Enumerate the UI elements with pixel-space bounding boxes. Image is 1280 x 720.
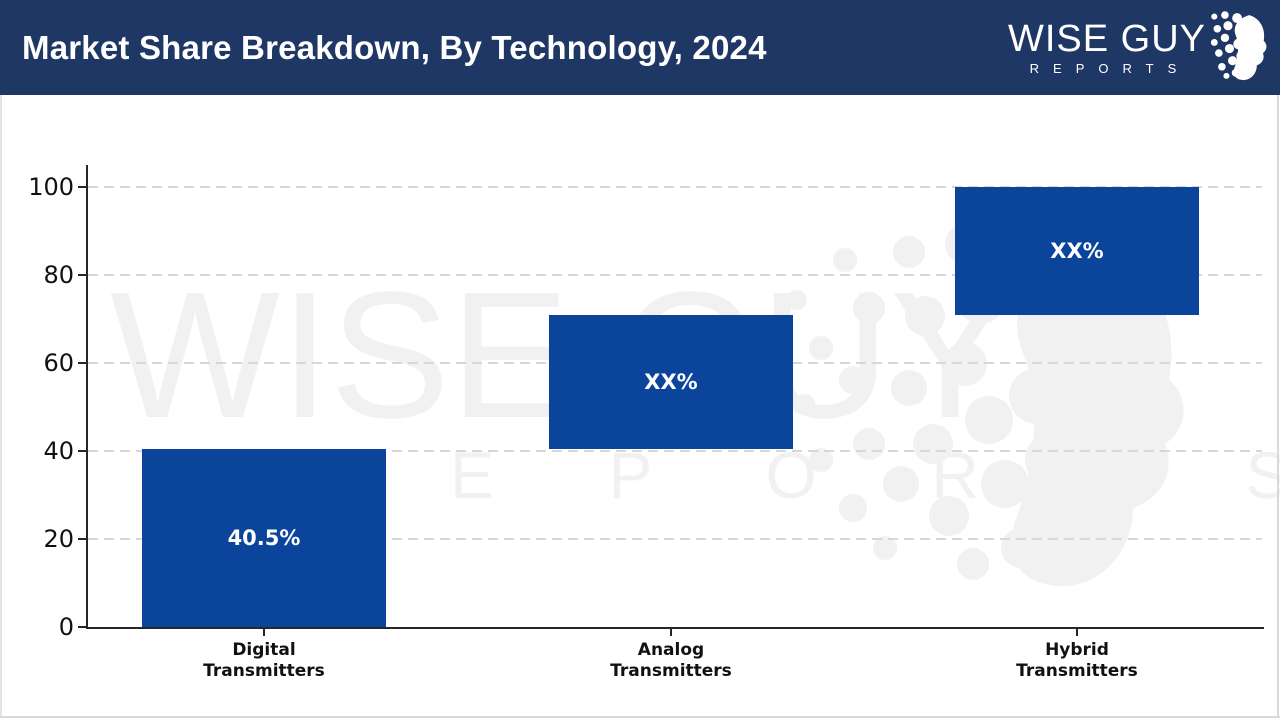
brand-head-icon <box>1210 11 1267 81</box>
y-tick-label-20: 20 <box>43 525 74 553</box>
x-tick-mark-1 <box>670 629 672 636</box>
bar-segment: 40.5% <box>142 449 386 627</box>
x-tick-mark-2 <box>1076 629 1078 636</box>
bar-segment: XX% <box>955 187 1199 315</box>
chart-title: Market Share Breakdown, By Technology, 2… <box>22 28 767 66</box>
x-tick-mark-0 <box>263 629 265 636</box>
y-tick-label-100: 100 <box>28 173 74 201</box>
y-axis-line <box>86 165 88 629</box>
category-label: Digital Transmitters <box>203 640 325 681</box>
y-tick-label-60: 60 <box>43 349 74 377</box>
y-tick-label-40: 40 <box>43 437 74 465</box>
frame-bottom-edge <box>0 716 1280 718</box>
y-tick-mark-40 <box>78 450 87 452</box>
bar-value-label: 40.5% <box>227 526 301 550</box>
bar-value-label: XX% <box>644 370 698 394</box>
brand-logo: WISE GUY REPORTS <box>1008 9 1268 85</box>
brand-logo-subtitle: REPORTS <box>1029 60 1191 76</box>
bar-segment: XX% <box>549 315 793 449</box>
brand-logo-text: WISE GUY REPORTS <box>1008 19 1206 76</box>
y-tick-mark-0 <box>78 626 87 628</box>
y-tick-mark-60 <box>78 362 87 364</box>
frame-left-edge <box>0 95 2 716</box>
gridline-40 <box>88 450 1262 452</box>
category-label: Analog Transmitters <box>610 640 732 681</box>
bar-value-label: XX% <box>1050 239 1104 263</box>
y-tick-mark-20 <box>78 538 87 540</box>
x-axis-line <box>86 627 1264 629</box>
gridline-100 <box>88 186 1262 188</box>
gridline-20 <box>88 538 1262 540</box>
frame-right-edge <box>1277 95 1279 716</box>
y-tick-label-0: 0 <box>58 613 74 641</box>
category-label: Hybrid Transmitters <box>1016 640 1138 681</box>
brand-logo-name: WISE GUY <box>1007 17 1206 60</box>
gridline-80 <box>88 274 1262 276</box>
y-tick-label-80: 80 <box>43 261 74 289</box>
header-bar: Market Share Breakdown, By Technology, 2… <box>0 0 1280 95</box>
y-tick-mark-100 <box>78 186 87 188</box>
y-tick-mark-80 <box>78 274 87 276</box>
